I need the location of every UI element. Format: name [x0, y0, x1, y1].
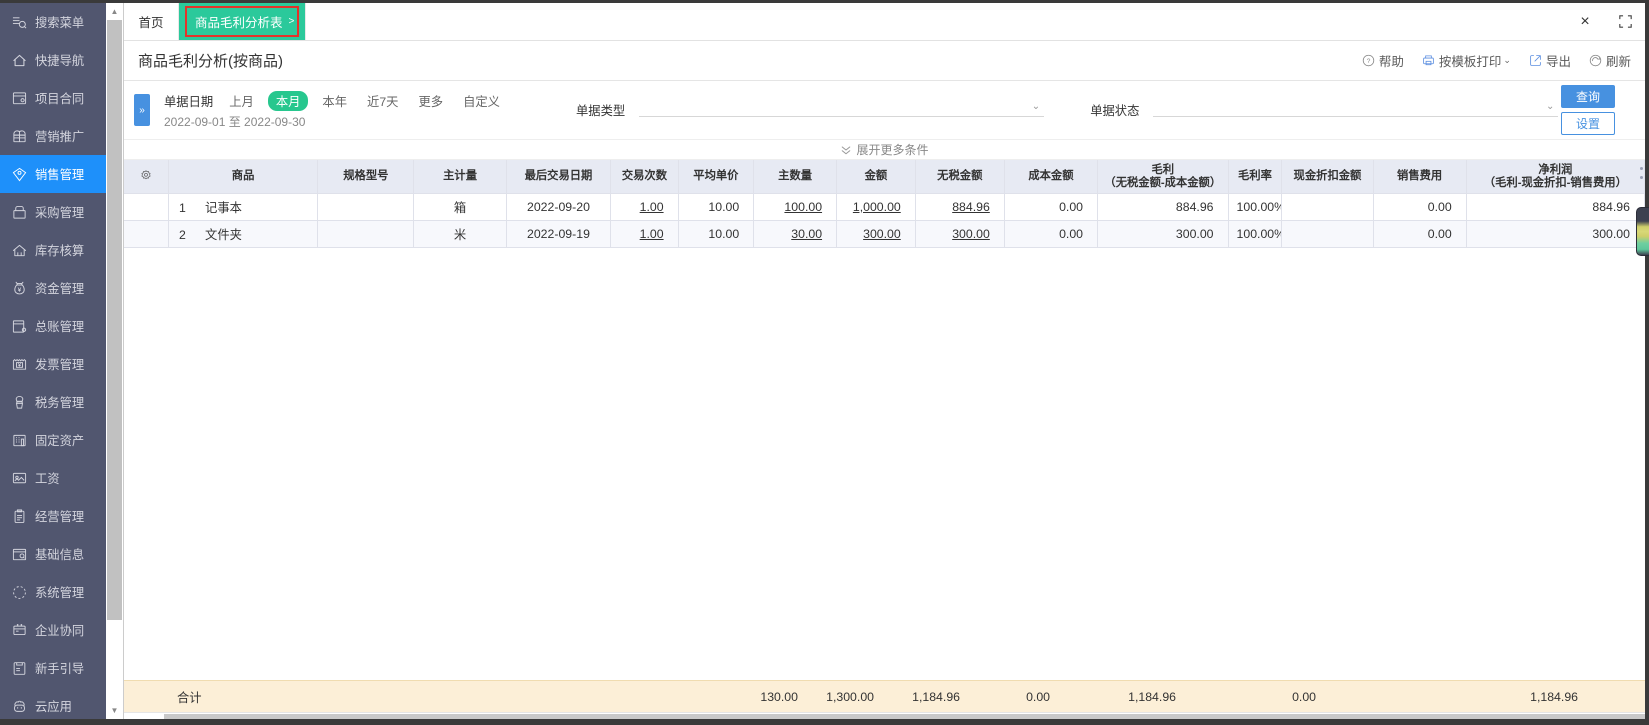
- svg-text:￥: ￥: [17, 286, 22, 293]
- svg-text:?: ?: [1367, 58, 1371, 65]
- svg-text:￥: ￥: [17, 362, 22, 367]
